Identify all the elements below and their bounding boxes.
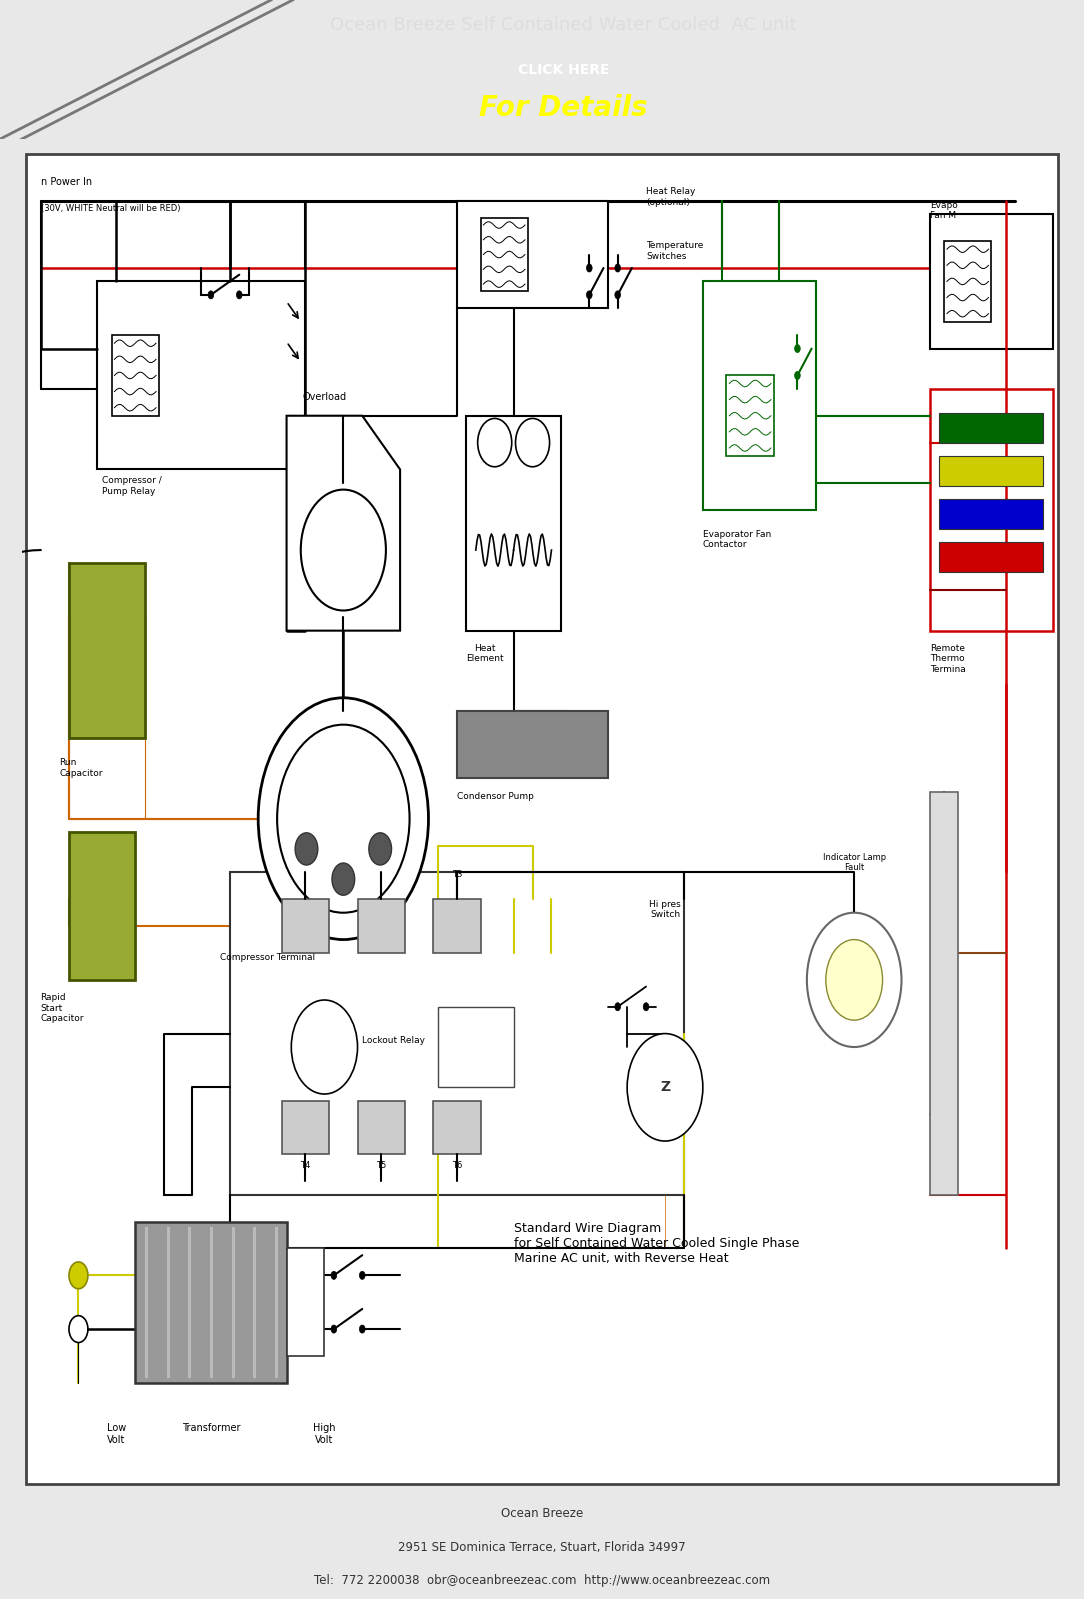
Text: Ocean Breeze: Ocean Breeze xyxy=(501,1508,583,1521)
Circle shape xyxy=(478,419,512,467)
Bar xyxy=(930,214,1053,349)
Bar xyxy=(940,542,1044,571)
Text: Ocean Breeze Self Contained Water Cooled  AC unit: Ocean Breeze Self Contained Water Cooled… xyxy=(331,16,797,34)
Circle shape xyxy=(331,1271,337,1279)
Bar xyxy=(286,1249,324,1356)
Text: T5: T5 xyxy=(376,1161,386,1170)
Bar xyxy=(466,416,560,630)
Bar xyxy=(282,899,330,953)
Text: Hi pres
Switch: Hi pres Switch xyxy=(649,900,681,919)
Bar xyxy=(944,241,992,321)
Circle shape xyxy=(615,1003,620,1011)
Text: Heat
Element: Heat Element xyxy=(466,644,504,664)
Circle shape xyxy=(292,999,358,1094)
Circle shape xyxy=(586,291,592,299)
Circle shape xyxy=(795,371,800,379)
Text: T4: T4 xyxy=(300,1161,311,1170)
Circle shape xyxy=(360,1271,365,1279)
Circle shape xyxy=(615,291,620,299)
Text: Z: Z xyxy=(660,1081,670,1094)
Circle shape xyxy=(278,724,410,913)
Circle shape xyxy=(236,291,242,299)
Circle shape xyxy=(826,940,882,1020)
Circle shape xyxy=(806,913,902,1047)
Circle shape xyxy=(628,1033,702,1142)
Text: Transformer: Transformer xyxy=(182,1423,241,1433)
Bar xyxy=(930,792,958,1194)
Bar xyxy=(434,899,480,953)
Circle shape xyxy=(258,697,428,940)
Text: Temperature
Switches: Temperature Switches xyxy=(646,241,704,261)
Circle shape xyxy=(516,419,550,467)
Bar xyxy=(69,831,136,980)
Bar xyxy=(930,389,1053,630)
Text: Heat Relay
(optional): Heat Relay (optional) xyxy=(646,187,696,206)
Text: Logic
Control: Logic Control xyxy=(462,1031,490,1051)
Text: T1: T1 xyxy=(300,870,311,879)
Bar xyxy=(358,1100,404,1154)
Bar xyxy=(726,376,774,456)
Bar xyxy=(456,712,608,779)
Bar xyxy=(69,563,144,739)
Bar xyxy=(940,456,1044,486)
Text: Tel:  772 2200038  obr@oceanbreezeac.com  http://www.oceanbreezeac.com: Tel: 772 2200038 obr@oceanbreezeac.com h… xyxy=(314,1573,770,1586)
Circle shape xyxy=(360,1326,365,1334)
Circle shape xyxy=(369,833,391,865)
Bar xyxy=(702,281,816,510)
Bar xyxy=(940,413,1044,443)
Text: Compressor Terminal: Compressor Terminal xyxy=(220,953,315,963)
Circle shape xyxy=(643,1003,649,1011)
Text: Indicator Lamp
Fault: Indicator Lamp Fault xyxy=(823,852,886,873)
Text: 2951 SE Dominica Terrace, Stuart, Florida 34997: 2951 SE Dominica Terrace, Stuart, Florid… xyxy=(398,1540,686,1554)
Bar xyxy=(98,281,306,470)
Text: Overload: Overload xyxy=(302,392,347,403)
Circle shape xyxy=(332,863,354,895)
Bar xyxy=(358,899,404,953)
Circle shape xyxy=(795,344,800,353)
Circle shape xyxy=(586,264,592,272)
Text: CLICK HERE: CLICK HERE xyxy=(518,62,609,77)
Text: Condensor Pump: Condensor Pump xyxy=(456,792,533,801)
Bar xyxy=(282,1100,330,1154)
Bar xyxy=(136,1222,286,1383)
Text: Compressor /
Pump Relay: Compressor / Pump Relay xyxy=(102,477,162,496)
Circle shape xyxy=(208,291,214,299)
Bar xyxy=(112,336,159,416)
Circle shape xyxy=(69,1262,88,1289)
Text: High
Volt: High Volt xyxy=(313,1423,336,1445)
Text: Standard Wire Diagram
for Self Contained Water Cooled Single Phase
Marine AC uni: Standard Wire Diagram for Self Contained… xyxy=(514,1222,799,1265)
Text: (30V, WHITE Neutral will be RED): (30V, WHITE Neutral will be RED) xyxy=(40,203,180,213)
Bar xyxy=(230,873,684,1194)
Text: Evapo
Fan M: Evapo Fan M xyxy=(930,201,957,221)
Text: T3: T3 xyxy=(452,870,462,879)
Circle shape xyxy=(300,489,386,611)
Text: T6: T6 xyxy=(452,1161,462,1170)
Circle shape xyxy=(69,1316,88,1343)
Bar xyxy=(940,499,1044,529)
Circle shape xyxy=(295,833,318,865)
Text: Lockout Relay: Lockout Relay xyxy=(362,1036,425,1044)
Text: For Details: For Details xyxy=(479,94,648,123)
Text: Low
Volt: Low Volt xyxy=(106,1423,126,1445)
Circle shape xyxy=(615,264,620,272)
Text: Evaporator Fan
Contactor: Evaporator Fan Contactor xyxy=(702,529,771,550)
Circle shape xyxy=(331,1326,337,1334)
Bar xyxy=(480,217,528,291)
Text: Remote
Thermo
Termina: Remote Thermo Termina xyxy=(930,644,966,673)
Text: Run
Capacitor: Run Capacitor xyxy=(60,758,103,777)
Polygon shape xyxy=(286,416,400,630)
Text: n Power In: n Power In xyxy=(40,177,92,187)
Text: T2: T2 xyxy=(376,870,386,879)
Bar xyxy=(434,1100,480,1154)
Bar xyxy=(456,201,608,309)
Bar xyxy=(438,1007,514,1087)
Text: Rapid
Start
Capacitor: Rapid Start Capacitor xyxy=(40,993,85,1023)
